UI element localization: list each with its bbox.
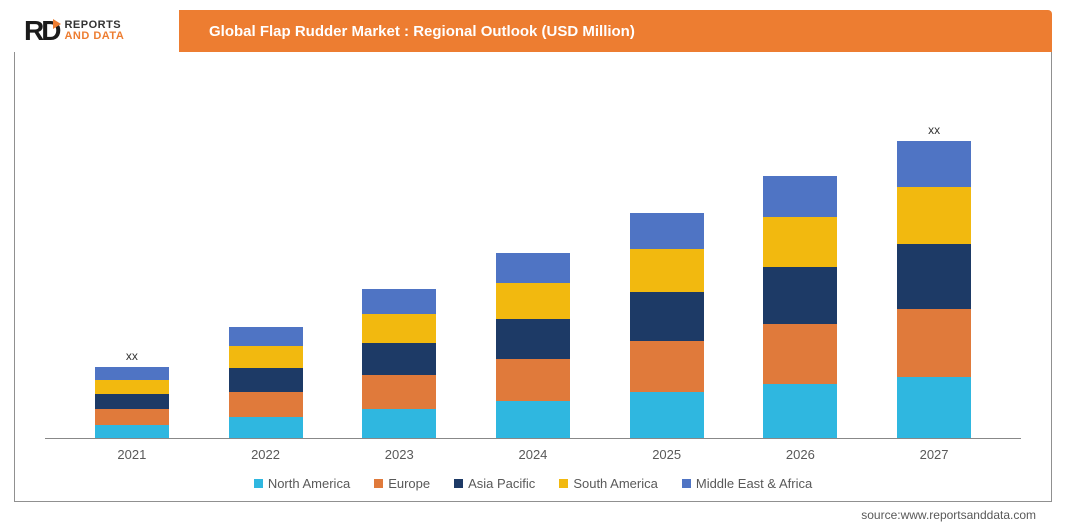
bar-slot xyxy=(763,176,837,439)
bar-annotation: xx xyxy=(95,349,169,363)
chart-area: xx xx 2021 2022 2023 2024 2025 2026 2027 North … xyxy=(14,52,1052,502)
bar-segment-south-america xyxy=(630,249,704,292)
bar-segment-asia-pacific xyxy=(95,394,169,409)
bar-segment-europe xyxy=(362,375,436,409)
legend-swatch xyxy=(559,479,568,488)
bar-segment-europe xyxy=(630,341,704,392)
legend-swatch xyxy=(682,479,691,488)
bar-slot: xx xyxy=(897,141,971,439)
bar-segment-middle-east-africa xyxy=(229,327,303,346)
bar-segment-north-america xyxy=(229,417,303,439)
legend: North America Europe Asia Pacific South Ame… xyxy=(45,462,1021,491)
bar-slot xyxy=(229,327,303,439)
bar-slot xyxy=(362,289,436,439)
bar-segment-middle-east-africa xyxy=(95,367,169,380)
logo-mark: RD xyxy=(24,15,58,47)
legend-item: South America xyxy=(559,476,658,491)
bar-segment-middle-east-africa xyxy=(362,289,436,314)
bar-segment-asia-pacific xyxy=(229,368,303,392)
logo-line2: AND DATA xyxy=(64,31,124,42)
plot-region: xx xx xyxy=(45,82,1021,439)
x-tick-label: 2025 xyxy=(630,447,704,462)
bar-segment-south-america xyxy=(229,346,303,368)
header-row: RD REPORTS AND DATA Global Flap Rudder M… xyxy=(14,10,1052,52)
legend-label: Asia Pacific xyxy=(468,476,535,491)
bar-segment-europe xyxy=(897,309,971,377)
bars-row: xx xx xyxy=(45,82,1021,439)
bar-segment-asia-pacific xyxy=(496,319,570,359)
bar-segment-europe xyxy=(763,324,837,384)
bar-segment-middle-east-africa xyxy=(496,253,570,283)
x-tick-label: 2021 xyxy=(95,447,169,462)
legend-label: Middle East & Africa xyxy=(696,476,812,491)
bar-stack xyxy=(763,176,837,439)
bar-segment-asia-pacific xyxy=(630,292,704,341)
x-axis-labels: 2021 2022 2023 2024 2025 2026 2027 xyxy=(45,439,1021,462)
bar-slot xyxy=(630,213,704,439)
x-tick-label: 2023 xyxy=(362,447,436,462)
chart-title: Global Flap Rudder Market : Regional Out… xyxy=(209,23,635,40)
legend-swatch xyxy=(254,479,263,488)
x-axis-line xyxy=(45,438,1021,439)
bar-stack xyxy=(897,141,971,439)
bar-segment-north-america xyxy=(95,425,169,439)
bar-segment-asia-pacific xyxy=(362,343,436,375)
bar-segment-north-america xyxy=(897,377,971,439)
bar-segment-south-america xyxy=(95,380,169,394)
logo-cell: RD REPORTS AND DATA xyxy=(14,10,179,52)
legend-swatch xyxy=(374,479,383,488)
bar-stack xyxy=(496,253,570,439)
bar-segment-middle-east-africa xyxy=(897,141,971,187)
legend-label: North America xyxy=(268,476,350,491)
bar-segment-south-america xyxy=(897,187,971,244)
bar-segment-asia-pacific xyxy=(763,267,837,324)
legend-label: South America xyxy=(573,476,658,491)
bar-segment-south-america xyxy=(763,217,837,267)
x-tick-label: 2022 xyxy=(229,447,303,462)
bar-segment-middle-east-africa xyxy=(763,176,837,217)
bar-slot xyxy=(496,253,570,439)
legend-label: Europe xyxy=(388,476,430,491)
bar-segment-north-america xyxy=(362,409,436,439)
legend-item: Asia Pacific xyxy=(454,476,535,491)
bar-segment-north-america xyxy=(496,401,570,439)
legend-item: Middle East & Africa xyxy=(682,476,812,491)
legend-item: Europe xyxy=(374,476,430,491)
bar-segment-asia-pacific xyxy=(897,244,971,309)
bar-segment-europe xyxy=(95,409,169,425)
logo: RD REPORTS AND DATA xyxy=(24,15,124,47)
logo-text: REPORTS AND DATA xyxy=(64,20,124,42)
legend-item: North America xyxy=(254,476,350,491)
bar-stack xyxy=(95,367,169,439)
x-tick-label: 2027 xyxy=(897,447,971,462)
bar-segment-north-america xyxy=(763,384,837,439)
bar-segment-europe xyxy=(496,359,570,401)
figure-container: RD REPORTS AND DATA Global Flap Rudder M… xyxy=(0,0,1066,528)
bar-segment-south-america xyxy=(496,283,570,319)
legend-swatch xyxy=(454,479,463,488)
title-bar: Global Flap Rudder Market : Regional Out… xyxy=(179,10,1052,52)
bar-stack xyxy=(362,289,436,439)
bar-annotation: xx xyxy=(897,123,971,137)
x-tick-label: 2024 xyxy=(496,447,570,462)
bar-segment-north-america xyxy=(630,392,704,439)
source-citation: source:www.reportsanddata.com xyxy=(14,502,1052,522)
bar-stack xyxy=(229,327,303,439)
bar-slot: xx xyxy=(95,367,169,439)
bar-segment-europe xyxy=(229,392,303,417)
bar-stack xyxy=(630,213,704,439)
bar-segment-middle-east-africa xyxy=(630,213,704,249)
x-tick-label: 2026 xyxy=(763,447,837,462)
bar-segment-south-america xyxy=(362,314,436,343)
